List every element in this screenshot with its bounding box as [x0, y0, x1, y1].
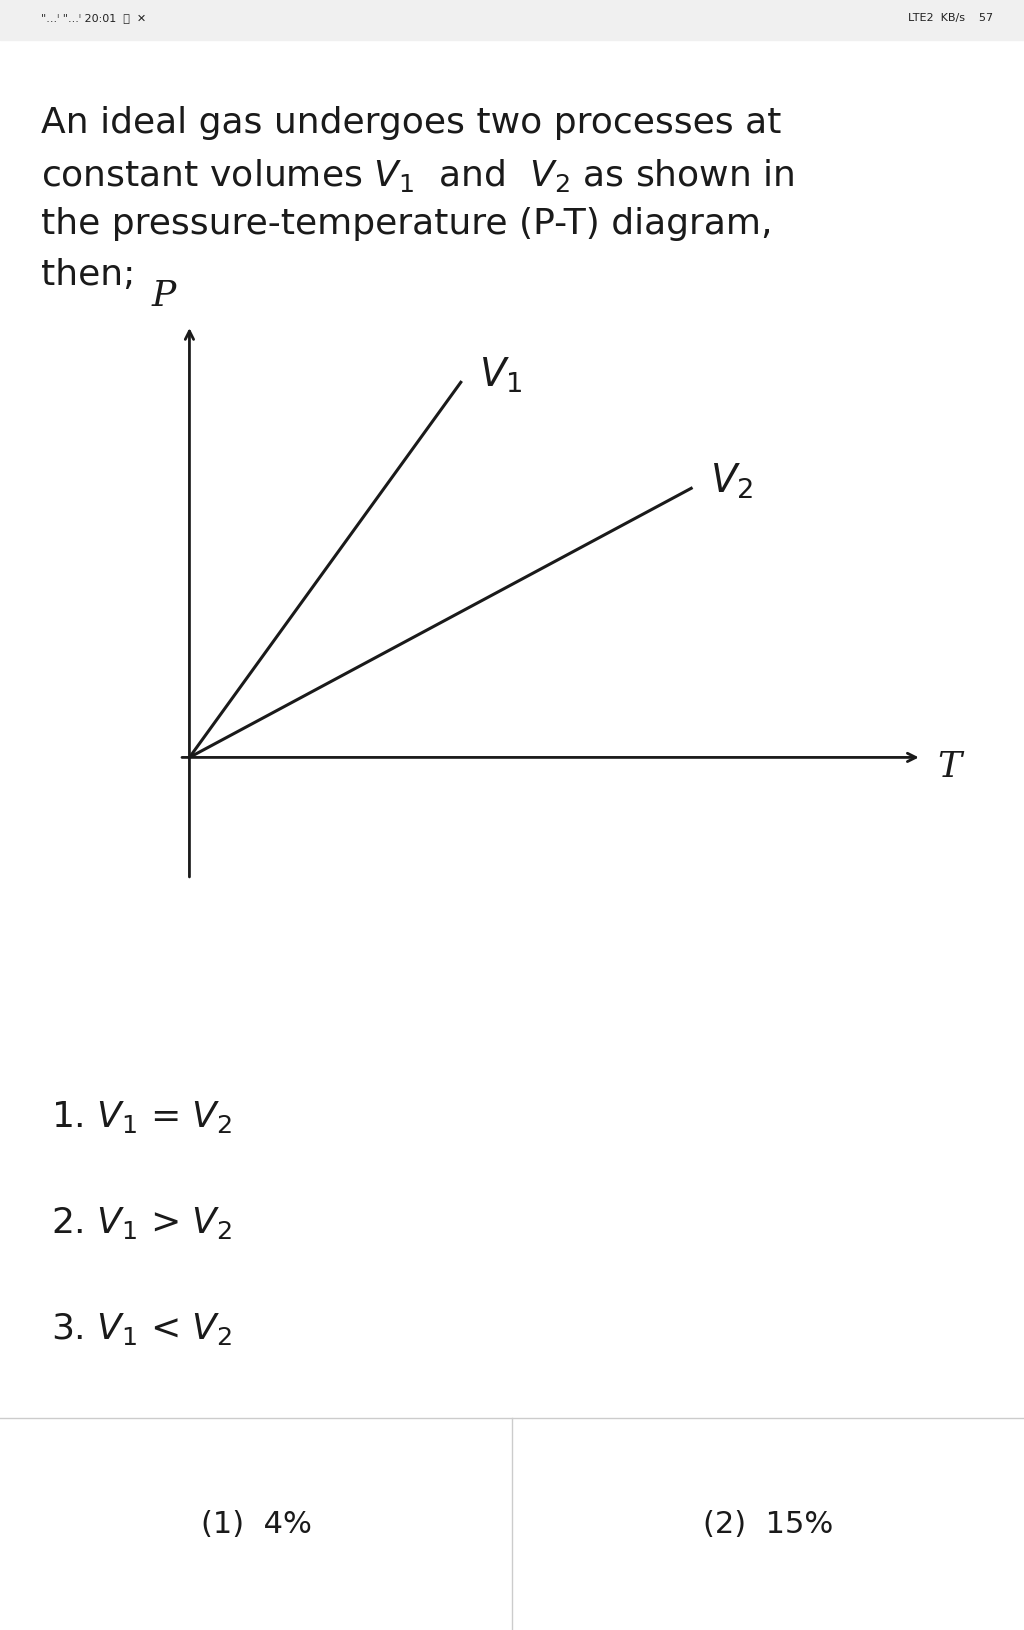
Text: $V_1$: $V_1$: [479, 355, 522, 394]
Text: constant volumes $V_1$  and  $V_2$ as shown in: constant volumes $V_1$ and $V_2$ as show…: [41, 156, 795, 194]
Bar: [0, 0, 1024, 41]
Text: (2)  15%: (2) 15%: [702, 1509, 834, 1539]
Text: 3. $V_1$ < $V_2$: 3. $V_1$ < $V_2$: [51, 1311, 232, 1346]
Text: "...ᴵ "...ᴵ 20:01  ⌖  ✕: "...ᴵ "...ᴵ 20:01 ⌖ ✕: [41, 13, 146, 23]
Text: 1. $V_1$ = $V_2$: 1. $V_1$ = $V_2$: [51, 1099, 232, 1134]
Text: (1)  4%: (1) 4%: [201, 1509, 311, 1539]
Text: the pressure-temperature (P-T) diagram,: the pressure-temperature (P-T) diagram,: [41, 207, 772, 241]
Text: then;: then;: [41, 258, 135, 292]
Text: T: T: [937, 750, 962, 782]
Text: $V_2$: $V_2$: [710, 461, 753, 500]
Text: 2. $V_1$ > $V_2$: 2. $V_1$ > $V_2$: [51, 1205, 232, 1240]
Text: P: P: [152, 279, 176, 313]
Text: LTE2  KB/s    57: LTE2 KB/s 57: [908, 13, 993, 23]
Text: An ideal gas undergoes two processes at: An ideal gas undergoes two processes at: [41, 106, 781, 140]
